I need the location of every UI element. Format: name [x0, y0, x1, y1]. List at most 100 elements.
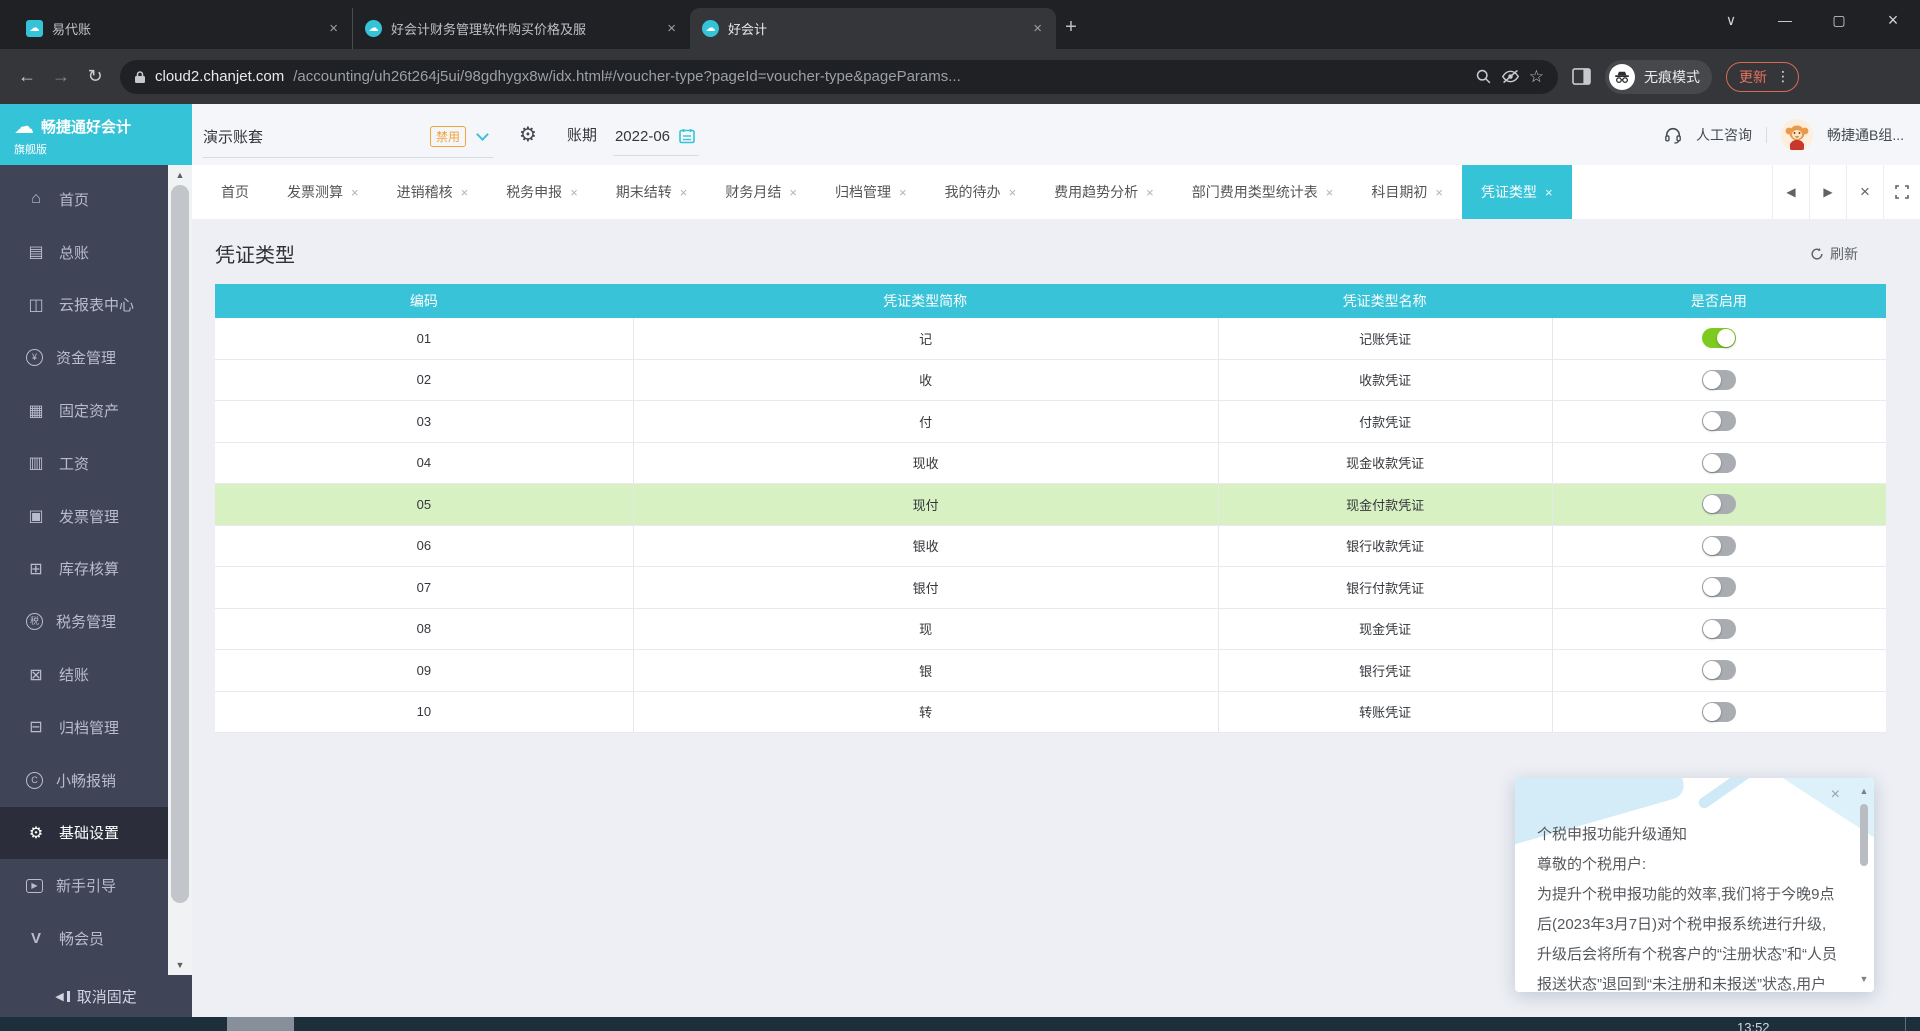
scroll-up-icon[interactable]: ▲	[1859, 786, 1869, 796]
side-panel-icon[interactable]	[1572, 68, 1591, 85]
tab-close-icon[interactable]: ×	[1435, 184, 1443, 200]
update-label: 更新	[1739, 68, 1767, 85]
tab-close-icon[interactable]: ×	[570, 184, 578, 200]
sidebar-item-tax[interactable]: 税税务管理	[0, 595, 168, 648]
sidebar-item-settings[interactable]: ⚙ 基础设置	[0, 806, 168, 860]
sidebar-item-archive[interactable]: ⊟ 归档管理	[0, 701, 168, 754]
back-button[interactable]: ←	[18, 66, 36, 86]
support-link[interactable]: 人工咨询	[1695, 126, 1752, 143]
user-avatar[interactable]	[1780, 118, 1813, 151]
tab-close-icon[interactable]: ×	[460, 184, 469, 200]
chevron-down-icon[interactable]	[476, 127, 489, 141]
window-maximize-button[interactable]: ▢	[1832, 11, 1846, 28]
update-button[interactable]: 更新 ⋮	[1726, 61, 1799, 92]
sidebar-item-payroll[interactable]: ▥ 工资	[0, 437, 168, 490]
tab-close-icon[interactable]: ×	[898, 184, 907, 200]
period-picker[interactable]: 2022-06	[612, 128, 700, 156]
page-tab[interactable]: 税务申报 ×	[487, 165, 597, 219]
sidebar-item-general-ledger[interactable]: ▤ 总账	[0, 226, 168, 279]
browser-tab[interactable]: ☁ 好会计财务管理软件购买价格及服 ×	[352, 8, 690, 49]
sidebar-item-funds[interactable]: ¥ 资金管理	[0, 331, 168, 384]
scrollbar-thumb[interactable]	[171, 185, 189, 903]
address-bar[interactable]: cloud2.chanjet.com/accounting/uh26t264j5…	[120, 59, 1558, 94]
tabs-close-button[interactable]: ×	[1846, 165, 1883, 219]
page-tab[interactable]: 归档管理 ×	[816, 165, 926, 219]
sidebar-item-reimburse[interactable]: C 小畅报销	[0, 754, 168, 807]
forward-button[interactable]: →	[52, 66, 70, 86]
tabs-scroll-right-button[interactable]: ▶	[1809, 165, 1846, 219]
sidebar-item-label: 基础设置	[59, 825, 120, 843]
eye-off-icon[interactable]	[1501, 68, 1520, 85]
page-tab[interactable]: 费用趋势分析 ×	[1035, 165, 1173, 219]
sidebar-item-home[interactable]: ⌂ 首页	[0, 173, 168, 226]
tabs-scroll-left-button[interactable]: ◀	[1772, 165, 1809, 219]
bookmark-star-icon[interactable]: ☆	[1528, 66, 1544, 86]
notification-title: 个税申报功能升级通知	[1537, 826, 1688, 843]
enable-toggle[interactable]	[1702, 328, 1737, 349]
close-icon[interactable]: ×	[1830, 786, 1840, 803]
sidebar-item-member[interactable]: V 畅会员	[0, 912, 168, 965]
page-tab[interactable]: 我的待办 ×	[926, 165, 1036, 219]
enable-toggle[interactable]	[1702, 411, 1737, 432]
page-tab[interactable]: 财务月结 ×	[706, 165, 816, 219]
taskbar-item[interactable]	[227, 1017, 294, 1031]
browser-tab[interactable]: ☁ 好会计 ×	[690, 8, 1056, 49]
sidebar-item-invoice[interactable]: ▣ 发票管理	[0, 490, 168, 543]
enable-toggle[interactable]	[1702, 701, 1737, 722]
enable-toggle[interactable]	[1702, 660, 1737, 681]
enable-toggle[interactable]	[1702, 452, 1737, 473]
tab-close-icon[interactable]: ×	[679, 184, 688, 200]
enable-toggle[interactable]	[1702, 535, 1737, 556]
window-minimize-button[interactable]: —	[1778, 12, 1792, 28]
page-tab[interactable]: 发票测算 ×	[268, 165, 378, 219]
sidebar-scrollbar[interactable]: ▲ ▼	[168, 165, 192, 975]
tab-close-icon[interactable]: ×	[667, 20, 676, 37]
scroll-down-icon[interactable]: ▼	[1859, 974, 1869, 984]
sidebar-item-guide[interactable]: ▶ 新手引导	[0, 859, 168, 912]
tab-close-icon[interactable]: ×	[1146, 184, 1154, 200]
account-set-selector[interactable]: 演示账套 禁用	[203, 125, 493, 158]
account-settings-gear-icon[interactable]: ⚙	[519, 124, 537, 146]
page-tab[interactable]: 科目期初 ×	[1352, 165, 1462, 219]
scrollbar-thumb[interactable]	[1860, 804, 1868, 866]
tab-close-icon[interactable]: ×	[1544, 184, 1553, 200]
user-name[interactable]: 畅捷通B组...	[1826, 126, 1904, 143]
tab-close-icon[interactable]: ×	[1008, 184, 1017, 200]
content-area: 凭证类型 刷新 编码 凭证类型简称 凭证类型名称 是否启用 01 记记账凭证 02 收收款凭…	[192, 219, 1920, 1017]
new-tab-button[interactable]: +	[1065, 16, 1077, 38]
page-tab[interactable]: 期末结转 ×	[597, 165, 707, 219]
tab-close-icon[interactable]: ×	[789, 184, 797, 200]
tab-close-icon[interactable]: ×	[1325, 184, 1334, 200]
scroll-down-icon[interactable]: ▼	[175, 960, 185, 970]
page-tab-label: 税务申报	[506, 184, 563, 200]
page-tab[interactable]: 首页	[202, 165, 268, 219]
enable-toggle[interactable]	[1702, 369, 1737, 390]
enable-toggle[interactable]	[1702, 494, 1737, 515]
sidebar-item-fixed-assets[interactable]: ▦ 固定资产	[0, 384, 168, 437]
sidebar-item-cloud-reports[interactable]: ◫ 云报表中心	[0, 279, 168, 332]
column-header: 凭证类型简称	[883, 293, 968, 309]
kebab-menu-icon[interactable]: ⋮	[1776, 68, 1790, 84]
refresh-button[interactable]: 刷新	[1810, 244, 1858, 264]
enable-toggle[interactable]	[1702, 577, 1737, 598]
unpin-sidebar-button[interactable]: ◀ 取消固定	[0, 975, 192, 1017]
page-tab[interactable]: 部门费用类型统计表 ×	[1173, 165, 1353, 219]
calendar-icon[interactable]	[679, 128, 695, 144]
browser-chevron-down-icon[interactable]: ∨	[1725, 11, 1737, 28]
browser-tab[interactable]: ☁ 易代账 ×	[14, 8, 352, 49]
search-icon[interactable]	[1475, 68, 1492, 85]
page-tab[interactable]: 凭证类型 ×	[1461, 165, 1572, 219]
tab-close-icon[interactable]: ×	[351, 184, 359, 200]
fullscreen-icon[interactable]	[1883, 165, 1920, 219]
page-tab[interactable]: 进销稽核 ×	[378, 165, 488, 219]
sidebar-item-label: 小畅报销	[56, 772, 117, 790]
notification-scrollbar[interactable]: ▲ ▼	[1856, 782, 1872, 988]
tab-close-icon[interactable]: ×	[1033, 20, 1042, 37]
enable-toggle[interactable]	[1702, 618, 1737, 639]
tab-close-icon[interactable]: ×	[329, 20, 338, 37]
reload-button[interactable]: ↻	[87, 66, 103, 86]
window-close-button[interactable]: ×	[1887, 9, 1899, 30]
sidebar-item-closing[interactable]: ⊠ 结账	[0, 648, 168, 701]
sidebar-item-inventory[interactable]: ⊞ 库存核算	[0, 543, 168, 596]
scroll-up-icon[interactable]: ▲	[175, 170, 185, 180]
